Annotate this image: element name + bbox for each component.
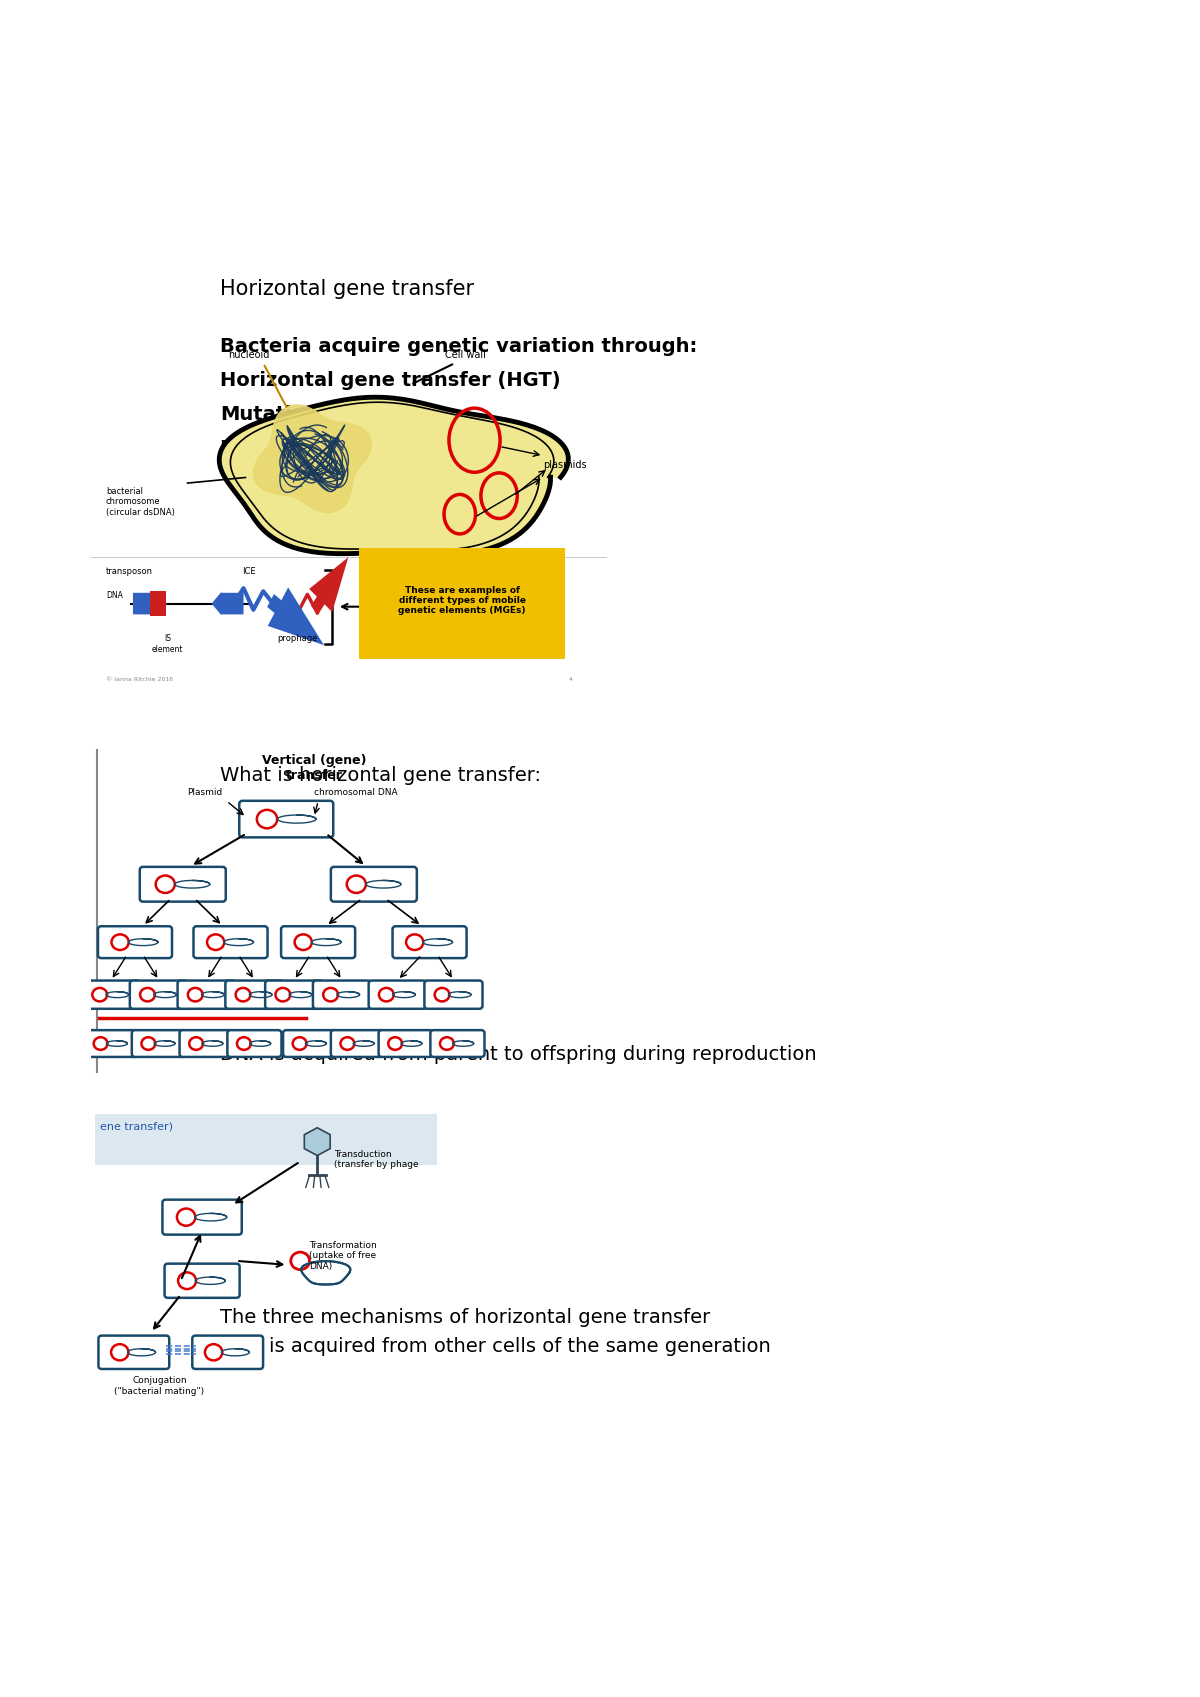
Text: plasmids: plasmids (544, 460, 587, 470)
Text: Mutation: Mutation (220, 406, 319, 424)
Text: bacterial
chromosome
(circular dsDNA): bacterial chromosome (circular dsDNA) (106, 487, 175, 518)
FancyArrow shape (211, 592, 244, 616)
Text: Conjugation
("bacterial mating"): Conjugation ("bacterial mating") (114, 1376, 204, 1395)
Text: DNA is acquired from parent to offspring during reproduction: DNA is acquired from parent to offspring… (220, 1045, 816, 1064)
Bar (150, 591, 166, 616)
FancyBboxPatch shape (178, 981, 235, 1008)
Text: nucleoid: nucleoid (228, 350, 269, 360)
FancyBboxPatch shape (368, 981, 427, 1008)
FancyBboxPatch shape (227, 1030, 282, 1057)
Text: IS
element: IS element (151, 635, 184, 653)
FancyBboxPatch shape (84, 1030, 138, 1057)
Text: ICE: ICE (241, 567, 256, 575)
Text: What is horizontal gene transfer:: What is horizontal gene transfer: (220, 765, 541, 784)
Text: Vertical (gene)
transfer: Vertical (gene) transfer (262, 753, 366, 782)
FancyBboxPatch shape (130, 981, 188, 1008)
Polygon shape (253, 406, 371, 512)
FancyArrow shape (133, 592, 167, 616)
FancyArrow shape (310, 557, 348, 614)
FancyBboxPatch shape (82, 981, 140, 1008)
FancyBboxPatch shape (431, 1030, 485, 1057)
FancyBboxPatch shape (139, 867, 226, 901)
Text: Plasmid: Plasmid (187, 789, 222, 798)
FancyBboxPatch shape (98, 927, 172, 959)
FancyBboxPatch shape (359, 548, 565, 658)
Polygon shape (220, 397, 569, 555)
FancyBboxPatch shape (425, 981, 482, 1008)
Text: Horizontal gene transfer: Horizontal gene transfer (220, 280, 474, 299)
FancyBboxPatch shape (239, 801, 334, 837)
Text: prophage: prophage (277, 635, 318, 643)
Text: Transformation
(uptake of free
DNA): Transformation (uptake of free DNA) (308, 1241, 377, 1271)
FancyBboxPatch shape (98, 1336, 169, 1369)
Text: DNA: DNA (106, 591, 122, 601)
FancyBboxPatch shape (162, 1200, 241, 1235)
Text: Forms of DNA in a bacterial cell:: Forms of DNA in a bacterial cell: (220, 440, 534, 458)
Text: ene transfer): ene transfer) (100, 1122, 173, 1132)
FancyBboxPatch shape (281, 927, 355, 959)
FancyBboxPatch shape (379, 1030, 433, 1057)
FancyBboxPatch shape (331, 1030, 385, 1057)
Text: © Ianna Ritchie 2016: © Ianna Ritchie 2016 (106, 677, 173, 682)
FancyBboxPatch shape (392, 927, 467, 959)
FancyBboxPatch shape (96, 1113, 437, 1166)
FancyBboxPatch shape (132, 1030, 186, 1057)
Text: chromosomal DNA: chromosomal DNA (314, 789, 397, 798)
Text: DNA is acquired from other cells of the same generation: DNA is acquired from other cells of the … (220, 1337, 770, 1356)
Text: Bacteria acquire genetic variation through:: Bacteria acquire genetic variation throu… (220, 338, 697, 356)
FancyBboxPatch shape (226, 981, 283, 1008)
FancyBboxPatch shape (164, 1264, 240, 1298)
FancyBboxPatch shape (192, 1336, 263, 1369)
FancyBboxPatch shape (283, 1030, 337, 1057)
Text: 4: 4 (569, 677, 572, 682)
FancyBboxPatch shape (193, 927, 268, 959)
FancyBboxPatch shape (313, 981, 371, 1008)
FancyBboxPatch shape (180, 1030, 234, 1057)
FancyBboxPatch shape (331, 867, 416, 901)
Text: Transduction
(transfer by phage: Transduction (transfer by phage (335, 1149, 419, 1169)
Text: The three mechanisms of horizontal gene transfer: The three mechanisms of horizontal gene … (220, 1308, 710, 1327)
Text: Horizontal gene transfer (HGT): Horizontal gene transfer (HGT) (220, 372, 560, 390)
Polygon shape (301, 1261, 350, 1285)
FancyArrow shape (268, 587, 324, 645)
Text: transposon: transposon (106, 567, 152, 575)
Text: These are examples of
different types of mobile
genetic elements (MGEs): These are examples of different types of… (398, 585, 526, 616)
Text: Cell wall: Cell wall (445, 350, 486, 360)
FancyBboxPatch shape (265, 981, 323, 1008)
